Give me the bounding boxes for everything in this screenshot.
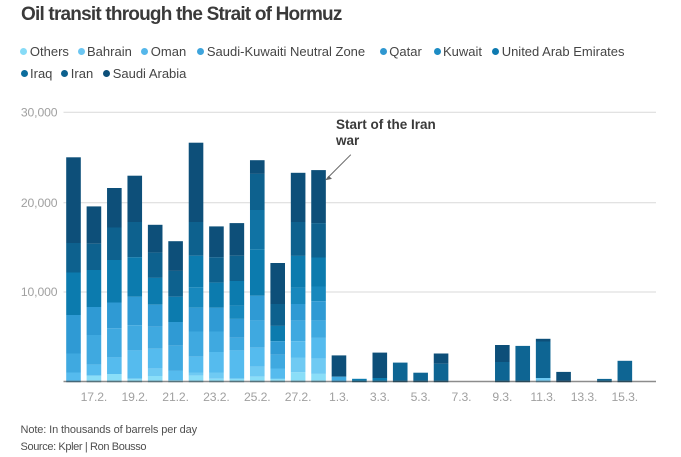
svg-text:19.2.: 19.2. [121, 390, 148, 404]
svg-text:17.2.: 17.2. [81, 390, 108, 404]
svg-text:5.3.: 5.3. [411, 390, 431, 404]
svg-text:27.2.: 27.2. [285, 390, 312, 404]
svg-text:21.2.: 21.2. [162, 390, 189, 404]
svg-text:23.2.: 23.2. [203, 390, 230, 404]
svg-text:10,000: 10,000 [21, 285, 58, 299]
svg-text:1.3.: 1.3. [329, 390, 349, 404]
svg-text:9.3.: 9.3. [492, 390, 512, 404]
svg-text:11.3.: 11.3. [530, 390, 556, 404]
svg-text:13.3.: 13.3. [571, 390, 598, 404]
svg-text:15.3.: 15.3. [611, 390, 638, 404]
svg-text:30,000: 30,000 [21, 106, 58, 120]
svg-text:3.3.: 3.3. [370, 390, 390, 404]
svg-text:20,000: 20,000 [21, 196, 58, 210]
svg-text:25.2.: 25.2. [244, 390, 271, 404]
svg-text:7.3.: 7.3. [452, 390, 472, 404]
